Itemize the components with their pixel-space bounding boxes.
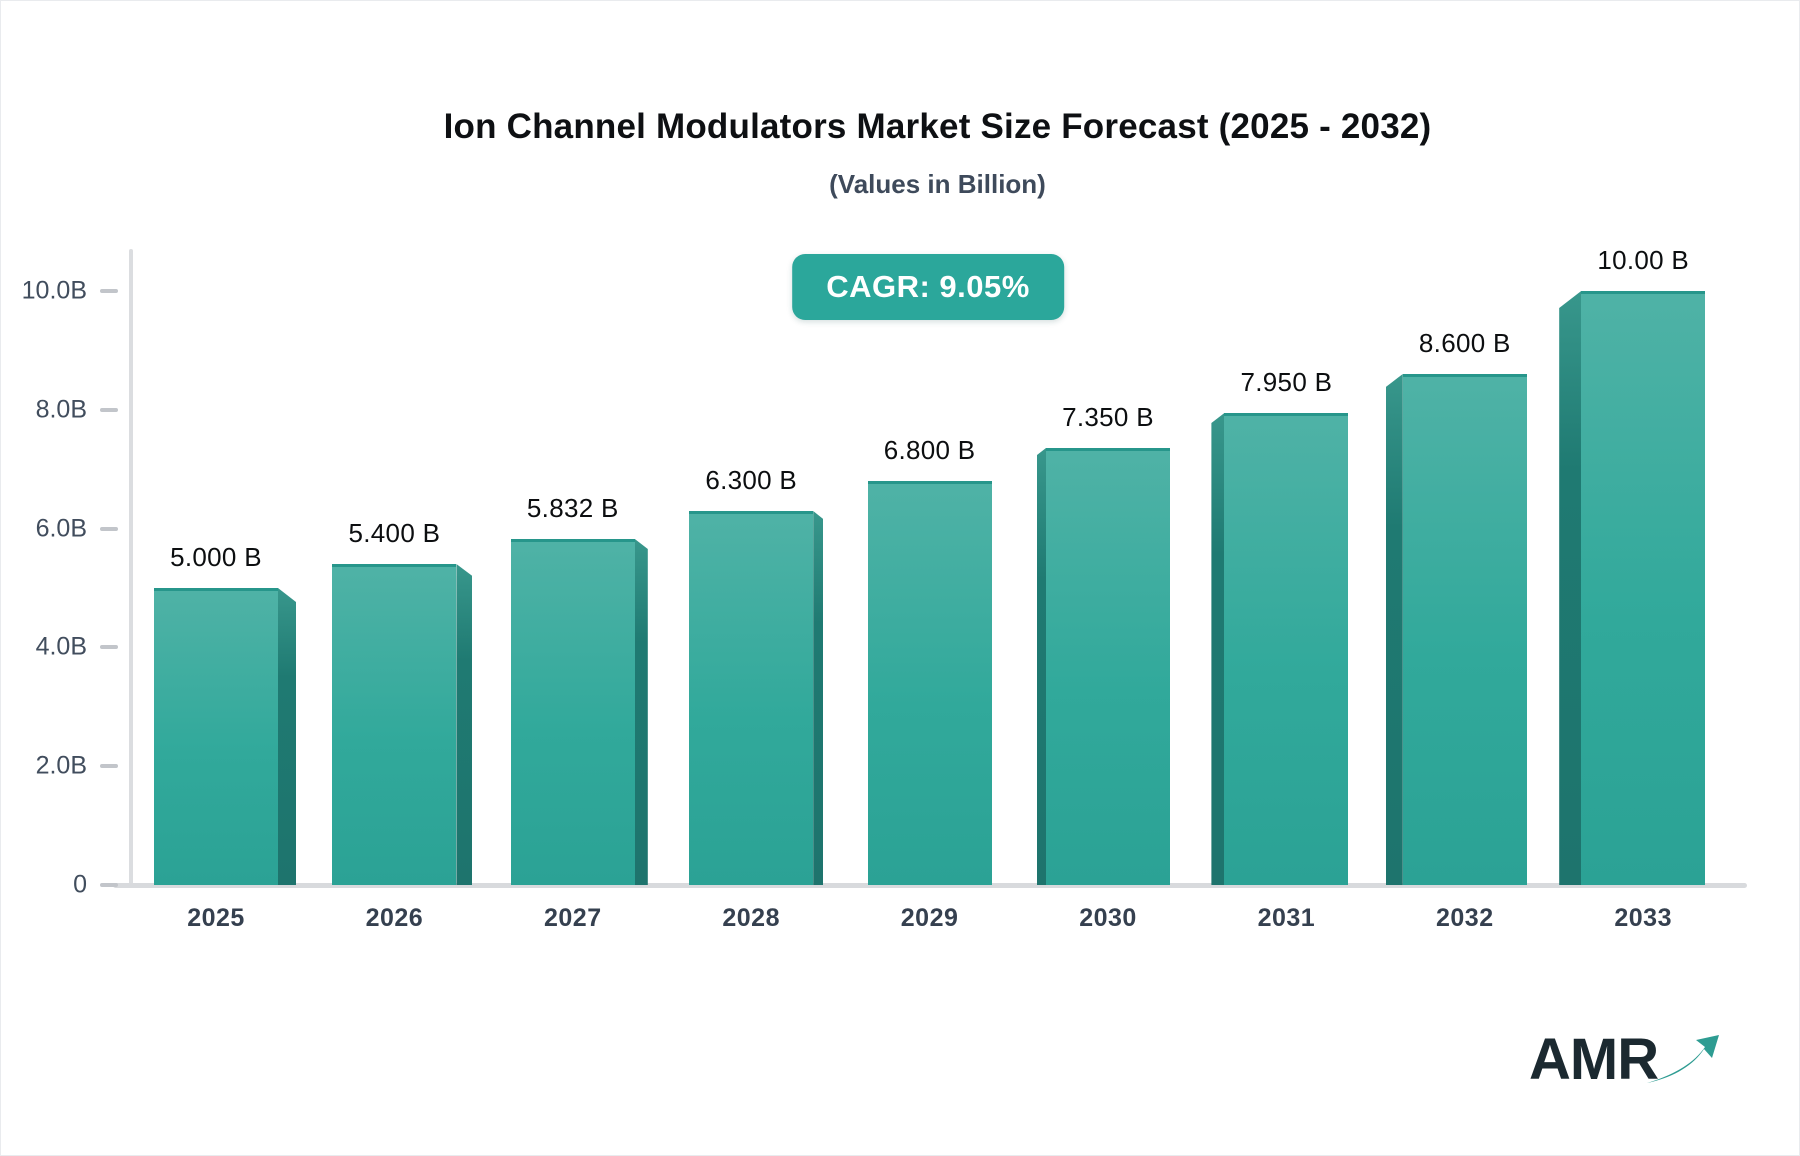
bar-value-label: 7.950 B: [1240, 367, 1333, 397]
bar-value-label: 5.832 B: [526, 493, 619, 523]
bar: [154, 588, 296, 885]
bar: [1211, 413, 1349, 885]
y-tick-dash: [100, 883, 118, 887]
bar: [1037, 448, 1170, 885]
x-tick-label: 2033: [1614, 904, 1672, 932]
bar-side-face: [813, 511, 824, 885]
bar-side-face: [278, 588, 296, 885]
x-tick-label: 2031: [1257, 904, 1316, 932]
x-tick-label: 2029: [900, 904, 959, 932]
y-tick-label: 2.0B: [35, 751, 87, 780]
amr-logo: AMR: [1529, 1031, 1722, 1094]
bar-side-face: [456, 564, 473, 885]
y-tick-dash: [100, 407, 118, 412]
bar-side-face: [634, 539, 648, 885]
bar: [867, 481, 992, 885]
trend-up-arrow-icon: [1644, 1033, 1722, 1094]
bar-side-face: [1559, 291, 1582, 885]
y-tick-dash: [100, 645, 118, 650]
amr-logo-text: AMR: [1529, 1027, 1659, 1092]
bar: [510, 539, 648, 885]
bar: [332, 564, 473, 885]
bar-side-face: [1037, 448, 1046, 885]
x-axis-line: [113, 883, 1747, 888]
y-tick-label: 6.0B: [35, 514, 87, 543]
bar-value-label: 5.000 B: [170, 542, 262, 572]
x-tick-label: 2027: [543, 904, 602, 932]
bar: [1559, 291, 1706, 885]
x-tick-label: 2032: [1435, 904, 1494, 932]
y-tick-dash: [100, 289, 118, 293]
y-tick-label: 10.0B: [21, 276, 87, 305]
y-tick-dash: [100, 526, 118, 531]
bar-value-label: 7.350 B: [1062, 402, 1154, 432]
x-tick-label: 2026: [365, 904, 424, 932]
bar: [689, 511, 824, 885]
y-tick-label: 0: [73, 870, 87, 899]
bar-value-label: 10.00 B: [1597, 245, 1690, 275]
y-axis-line: [129, 249, 133, 887]
y-tick-label: 4.0B: [35, 632, 87, 661]
bar-value-label: 6.800 B: [883, 435, 976, 465]
bar-value-label: 6.300 B: [705, 465, 798, 495]
x-tick-label: 2030: [1079, 904, 1137, 932]
chart-subtitle: (Values in Billion): [829, 169, 1046, 199]
chart-title: Ion Channel Modulators Market Size Forec…: [443, 107, 1432, 146]
bar: [1385, 374, 1527, 885]
y-tick-dash: [100, 764, 118, 769]
x-tick-label: 2025: [187, 904, 245, 932]
bar-value-label: 5.400 B: [348, 518, 441, 548]
y-tick-label: 8.0B: [35, 395, 87, 424]
cagr-badge: CAGR: 9.05%: [792, 254, 1064, 320]
bar-side-face: [1385, 374, 1403, 885]
bar-value-label: 8.600 B: [1418, 328, 1511, 358]
x-tick-label: 2028: [722, 904, 780, 932]
bar-side-face: [1211, 413, 1225, 885]
